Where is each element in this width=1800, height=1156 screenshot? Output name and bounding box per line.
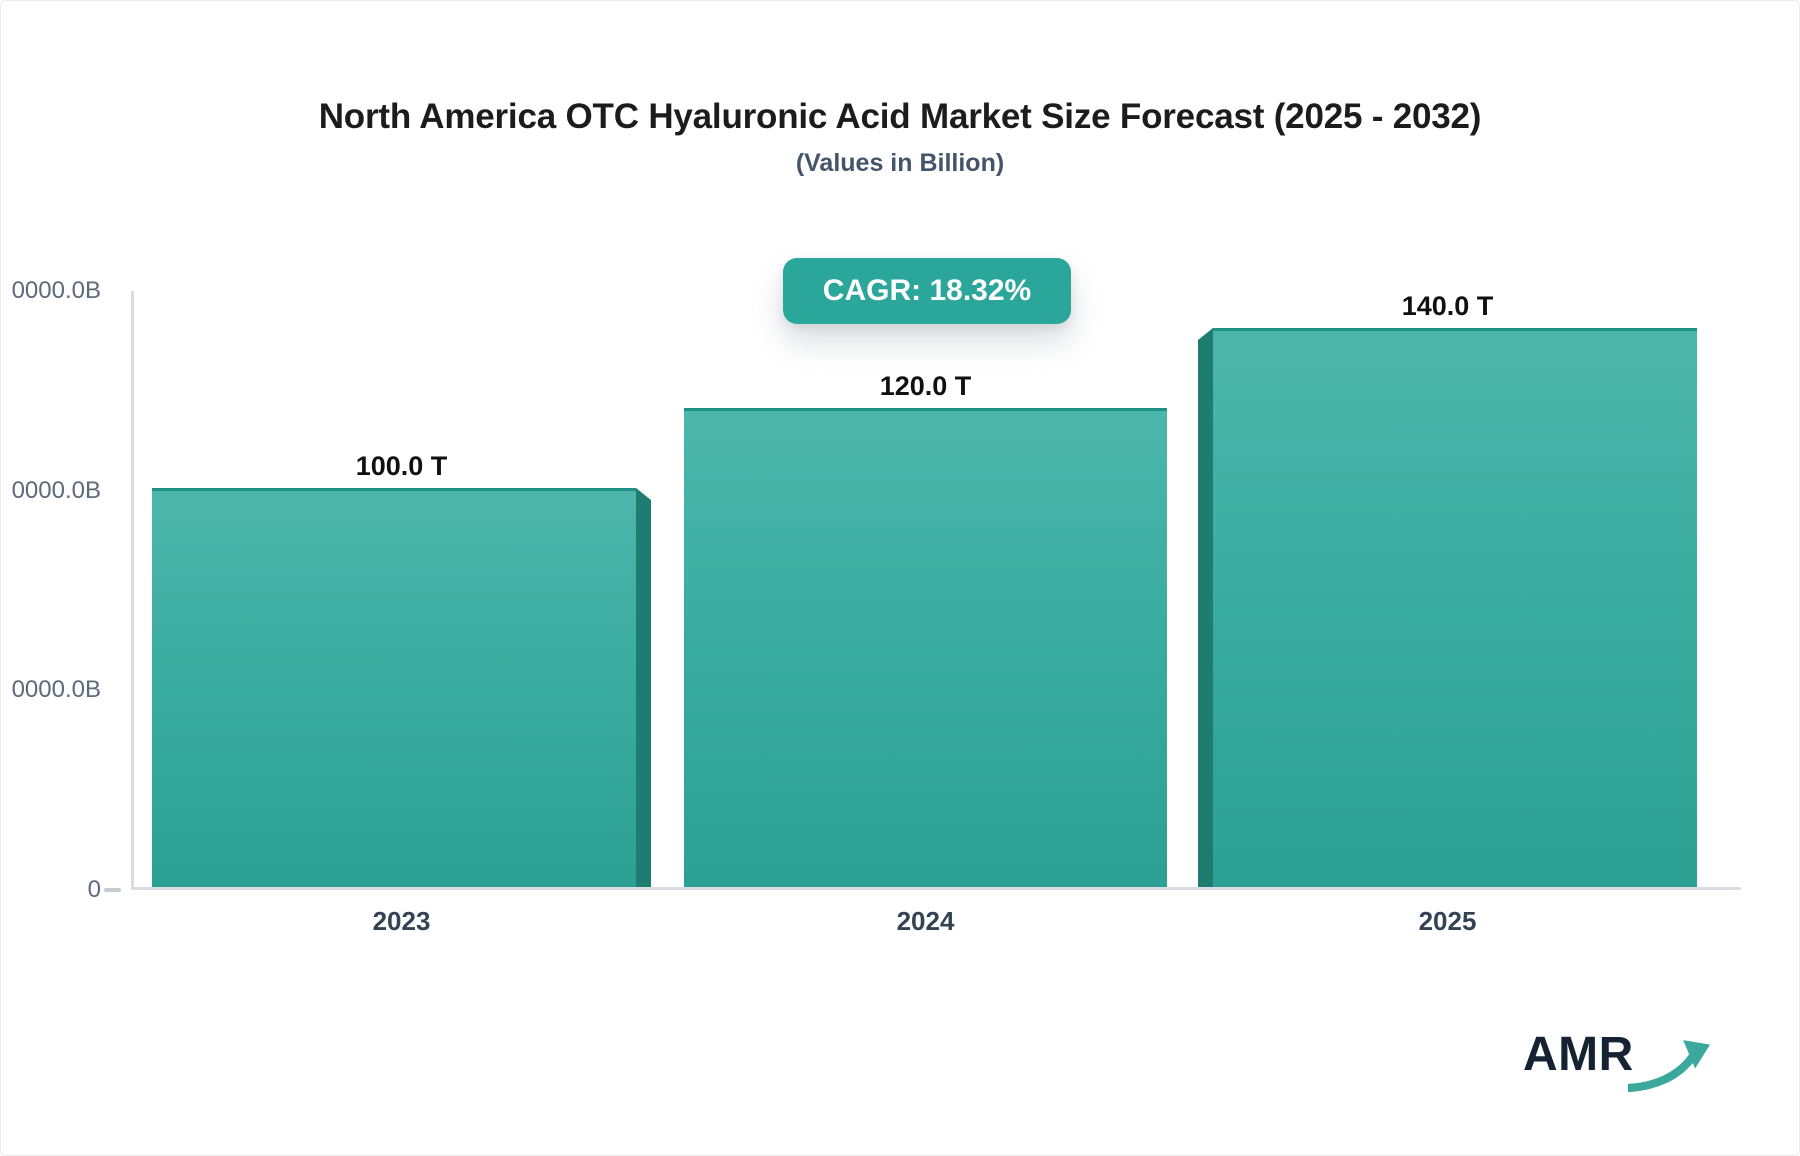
bar-2024[interactable] <box>684 408 1167 887</box>
chart-title: North America OTC Hyaluronic Acid Market… <box>318 97 1482 136</box>
cagr-badge: CAGR: 18.32% <box>783 258 1071 324</box>
chart-subtitle: (Values in Billion) <box>795 149 1005 177</box>
bar-3d-edge <box>1198 328 1213 887</box>
y-axis-labels: 0 0000.0B 0000.0B 0000.0B <box>1 277 103 903</box>
bar-3d-edge <box>636 488 651 887</box>
x-tick-label: 2025 <box>1418 906 1477 936</box>
y-tick-label: 0000.0B <box>11 676 101 704</box>
bar-value-label: 100.0 T <box>355 451 448 481</box>
x-tick-label: 2023 <box>372 906 431 936</box>
growth-arrow-icon <box>1625 1033 1710 1100</box>
y-tick-label: 0000.0B <box>11 476 101 504</box>
y-tick-label: 0000.0B <box>11 277 101 304</box>
zero-tick-mark <box>104 888 121 892</box>
bar-2023[interactable] <box>152 488 636 887</box>
bar-value-label: 120.0 T <box>879 371 972 401</box>
logo-text: AMR <box>1523 1028 1634 1081</box>
y-tick-label: 0 <box>87 876 101 903</box>
bar-2025[interactable] <box>1213 328 1697 887</box>
x-tick-label: 2024 <box>896 906 955 936</box>
bar-value-label: 140.0 T <box>1401 291 1494 321</box>
plot-area: 100.0 T 2023 120.0 T 2024 140.0 T 2025 <box>131 291 1741 936</box>
brand-logo: AMR <box>1523 1028 1710 1100</box>
